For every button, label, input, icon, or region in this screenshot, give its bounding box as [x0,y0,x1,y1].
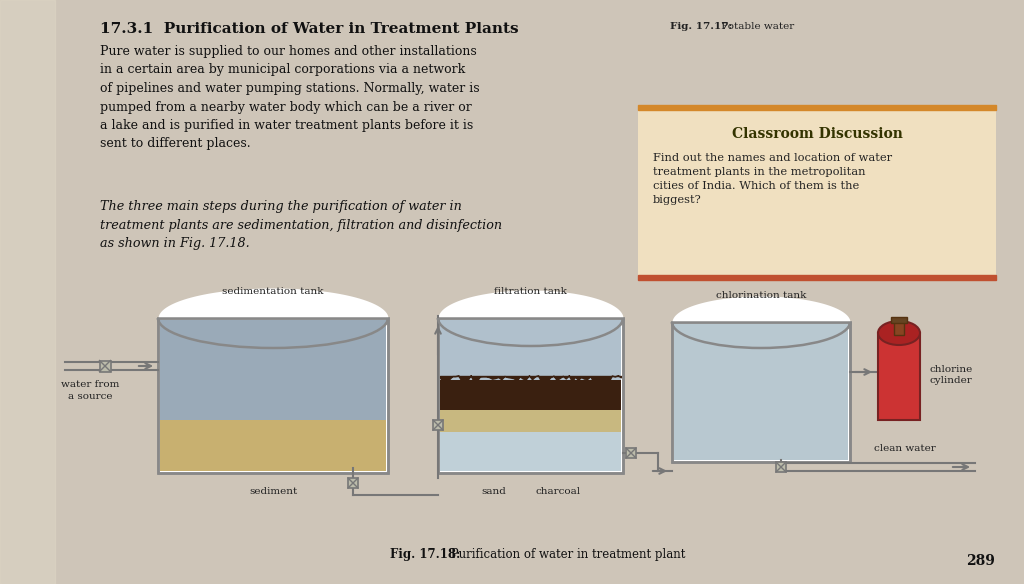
Bar [433,420,443,430]
Bar [438,318,623,473]
Text: Fig. 17.18:: Fig. 17.18: [390,548,461,561]
Text: Find out the names and location of water
treatment plants in the metropolitan
ci: Find out the names and location of water… [653,153,892,205]
Bar [158,318,388,473]
Bar [878,333,920,420]
Bar [158,318,388,473]
Text: 289: 289 [966,554,995,568]
Bar [672,322,850,462]
Bar [440,410,621,432]
Bar [638,105,996,110]
Bar [674,324,848,460]
Bar [99,360,111,371]
Bar [894,319,904,335]
Bar [440,432,621,471]
Bar [638,105,996,280]
Text: Fig. 17.17:: Fig. 17.17: [670,22,732,31]
Bar [160,420,386,471]
Text: Classroom Discussion: Classroom Discussion [731,127,902,141]
Text: The three main steps during the purification of water in
treatment plants are se: The three main steps during the purifica… [100,200,502,250]
Text: sedimentation tank: sedimentation tank [222,287,324,296]
Bar [626,448,636,458]
Bar [891,317,907,323]
Bar [440,380,621,410]
Text: chlorination tank: chlorination tank [716,291,806,300]
Text: chlorine
cylinder: chlorine cylinder [930,364,973,385]
Bar [672,322,850,462]
Text: charcoal: charcoal [536,487,581,496]
Bar [348,478,358,488]
Text: Pure water is supplied to our homes and other installations
in a certain area by: Pure water is supplied to our homes and … [100,45,479,151]
Text: filtration tank: filtration tank [494,287,567,296]
Text: Potable water: Potable water [718,22,795,31]
Ellipse shape [878,321,920,345]
Text: Purification of water in treatment plant: Purification of water in treatment plant [447,548,685,561]
Bar [776,462,786,472]
Bar [638,275,996,280]
Bar [160,320,386,420]
Text: sand: sand [481,487,506,496]
Text: water from
a source: water from a source [60,380,119,401]
Bar [440,320,621,380]
Bar [438,318,623,473]
Text: clean water: clean water [874,444,936,453]
Text: 17.3.1  Purification of Water in Treatment Plants: 17.3.1 Purification of Water in Treatmen… [100,22,518,36]
Bar [0,0,55,584]
Text: sediment: sediment [249,487,297,496]
